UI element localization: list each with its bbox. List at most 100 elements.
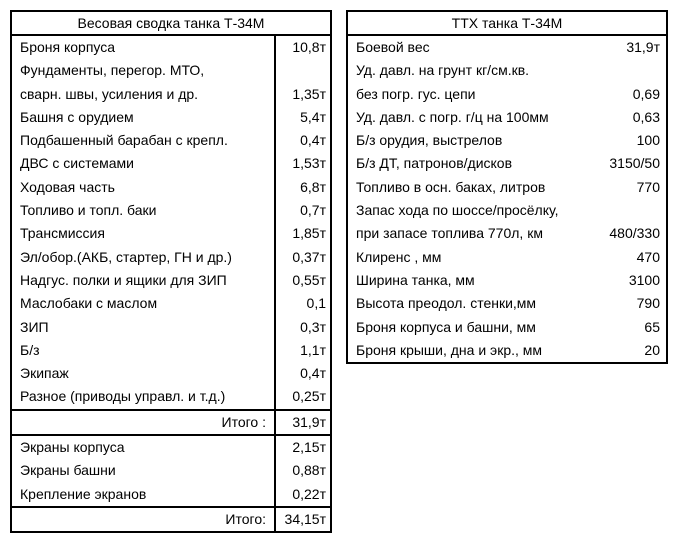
table-row: при запасе топлива 770л, км480/330	[348, 222, 666, 245]
row-value: 65	[638, 317, 660, 337]
row-value: 1,53т	[274, 152, 330, 175]
table-row: без погр. гус. цепи0,69	[348, 83, 666, 106]
table-row: Б/з ДТ, патронов/дисков3150/50	[348, 152, 666, 175]
row-value: 0,55т	[274, 269, 330, 292]
row-label: Фундаменты, перегор. МТО,	[12, 59, 274, 82]
row-value: 0,63	[627, 107, 660, 127]
table-row: Надгус. полки и ящики для ЗИП0,55т	[12, 269, 330, 292]
table-row: Трансмиссия1,85т	[12, 222, 330, 245]
ttx-table: ТТХ танка Т-34М Боевой вес31,9тУд. давл.…	[346, 10, 668, 364]
row-label: Броня корпуса и башни, мм	[356, 317, 638, 337]
subtotal-value: 31,9т	[274, 411, 330, 434]
row-value: 470	[631, 247, 660, 267]
row-value: 0,1	[274, 292, 330, 315]
row-label: Б/з орудия, выстрелов	[356, 130, 631, 150]
table-row: Запас хода по шоссе/просёлку,	[348, 199, 666, 222]
table-row: Ширина танка, мм3100	[348, 269, 666, 292]
table-row: Фундаменты, перегор. МТО,	[12, 59, 330, 82]
row-label: Крепление экранов	[12, 483, 274, 506]
row-value: 10,8т	[274, 36, 330, 59]
subtotal-row-2: Итого: 34,15т	[12, 506, 330, 531]
row-value: 0,88т	[274, 459, 330, 482]
row-label: Высота преодол. стенки,мм	[356, 293, 631, 313]
row-label: Маслобаки с маслом	[12, 292, 274, 315]
row-label: Клиренс , мм	[356, 247, 631, 267]
row-value: 20	[638, 340, 660, 360]
row-label: Разное (приводы управл. и т.д.)	[12, 385, 274, 408]
row-value: 0,7т	[274, 199, 330, 222]
weight-summary-table: Весовая сводка танка Т-34М Броня корпуса…	[10, 10, 332, 533]
row-label: Уд. давл. на грунт кг/см.кв.	[356, 60, 654, 80]
table-row: Ходовая часть6,8т	[12, 176, 330, 199]
row-value: 0,4т	[274, 129, 330, 152]
row-label: без погр. гус. цепи	[356, 84, 627, 104]
row-label: Подбашенный барабан с крепл.	[12, 129, 274, 152]
row-value: 1,85т	[274, 222, 330, 245]
row-value	[654, 200, 660, 220]
row-label: Башня с орудием	[12, 106, 274, 129]
row-label: Ширина танка, мм	[356, 270, 623, 290]
row-label: Броня корпуса	[12, 36, 274, 59]
row-label: Уд. давл. с погр. г/ц на 100мм	[356, 107, 627, 127]
row-label: Экипаж	[12, 362, 274, 385]
table-row: Б/з1,1т	[12, 339, 330, 362]
table-row: Уд. давл. с погр. г/ц на 100мм0,63	[348, 106, 666, 129]
subtotal-label: Итого :	[12, 411, 274, 434]
row-value	[654, 60, 660, 80]
row-value: 0,22т	[274, 483, 330, 506]
tables-container: Весовая сводка танка Т-34М Броня корпуса…	[10, 10, 670, 533]
table-row: Эл/обор.(АКБ, стартер, ГН и др.)0,37т	[12, 246, 330, 269]
table-row: Топливо в осн. баках, литров770	[348, 176, 666, 199]
row-value: 0,25т	[274, 385, 330, 408]
row-value: 6,8т	[274, 176, 330, 199]
table-row: Броня корпуса10,8т	[12, 36, 330, 59]
row-label: Б/з	[12, 339, 274, 362]
row-label: при запасе топлива 770л, км	[356, 223, 603, 243]
row-label: Экраны корпуса	[12, 436, 274, 459]
row-label: Топливо и топл. баки	[12, 199, 274, 222]
row-label: Запас хода по шоссе/просёлку,	[356, 200, 654, 220]
row-label: Трансмиссия	[12, 222, 274, 245]
row-value	[274, 59, 330, 82]
row-value: 3100	[623, 270, 660, 290]
row-value: 480/330	[603, 223, 660, 243]
right-title: ТТХ танка Т-34М	[348, 12, 666, 36]
row-value: 100	[631, 130, 660, 150]
subtotal-row-1: Итого : 31,9т	[12, 409, 330, 434]
row-value: 790	[631, 293, 660, 313]
row-label: Б/з ДТ, патронов/дисков	[356, 153, 603, 173]
row-label: ЗИП	[12, 316, 274, 339]
subtotal-label: Итого:	[12, 508, 274, 531]
table-row: Экраны башни0,88т	[12, 459, 330, 482]
row-value: 0,4т	[274, 362, 330, 385]
row-value: 1,35т	[274, 83, 330, 106]
table-row: Экипаж0,4т	[12, 362, 330, 385]
row-label: Надгус. полки и ящики для ЗИП	[12, 269, 274, 292]
subtotal-value: 34,15т	[274, 508, 330, 531]
row-value: 0,69	[627, 84, 660, 104]
row-label: Топливо в осн. баках, литров	[356, 177, 631, 197]
row-label: Боевой вес	[356, 37, 620, 57]
row-value: 0,3т	[274, 316, 330, 339]
left-title: Весовая сводка танка Т-34М	[12, 12, 330, 36]
row-label: ДВС с системами	[12, 152, 274, 175]
table-row: Уд. давл. на грунт кг/см.кв.	[348, 59, 666, 82]
table-row: Крепление экранов0,22т	[12, 483, 330, 506]
table-row: Топливо и топл. баки0,7т	[12, 199, 330, 222]
table-row: Броня корпуса и башни, мм65	[348, 316, 666, 339]
table-row: сварн. швы, усиления и др.1,35т	[12, 83, 330, 106]
table-row: ДВС с системами1,53т	[12, 152, 330, 175]
row-value: 1,1т	[274, 339, 330, 362]
table-row: Подбашенный барабан с крепл.0,4т	[12, 129, 330, 152]
table-row: Б/з орудия, выстрелов100	[348, 129, 666, 152]
table-row: Экраны корпуса2,15т	[12, 436, 330, 459]
row-value: 3150/50	[603, 153, 660, 173]
table-row: Башня с орудием5,4т	[12, 106, 330, 129]
table-row: Клиренс , мм470	[348, 246, 666, 269]
table-row: Броня крыши, дна и экр., мм20	[348, 339, 666, 362]
row-label: Броня крыши, дна и экр., мм	[356, 340, 638, 360]
table-row: Высота преодол. стенки,мм790	[348, 292, 666, 315]
row-value: 770	[631, 177, 660, 197]
table-row: ЗИП0,3т	[12, 316, 330, 339]
row-label: Ходовая часть	[12, 176, 274, 199]
